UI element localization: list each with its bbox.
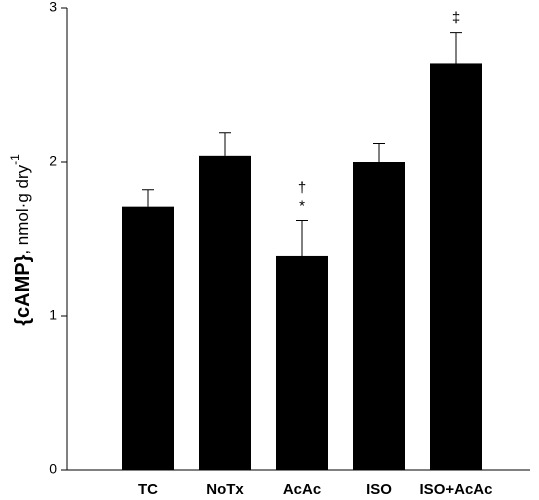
annotation: ‡ <box>452 10 460 27</box>
y-tick-label: 1 <box>49 307 57 323</box>
annotation: † <box>298 179 306 196</box>
y-label-exponent: -1 <box>8 154 22 165</box>
y-label-unit: , nmol·g dry <box>13 164 32 254</box>
error-bar <box>142 189 154 207</box>
x-tick-label: NoTx <box>206 481 244 498</box>
y-tick-label: 3 <box>49 0 57 15</box>
annotation: * <box>299 197 305 214</box>
error-bar <box>450 32 462 64</box>
error-bar <box>219 132 231 156</box>
y-axis-label: {cAMP}, nmol·g dry-1 <box>8 154 34 326</box>
x-tick-label: ISO+AcAc <box>420 481 493 498</box>
x-tick-label: AcAc <box>283 481 321 498</box>
bar <box>353 162 405 470</box>
bar <box>122 206 174 470</box>
error-bar <box>296 220 308 256</box>
y-label-main: {cAMP} <box>12 254 34 325</box>
y-tick-label: 0 <box>49 461 57 477</box>
error-bar <box>373 143 385 162</box>
x-tick-label: TC <box>138 481 158 498</box>
y-tick-label: 2 <box>49 153 57 169</box>
bar <box>276 255 328 470</box>
bar <box>430 63 482 470</box>
bar <box>199 155 251 470</box>
x-tick-label: ISO <box>366 481 392 498</box>
